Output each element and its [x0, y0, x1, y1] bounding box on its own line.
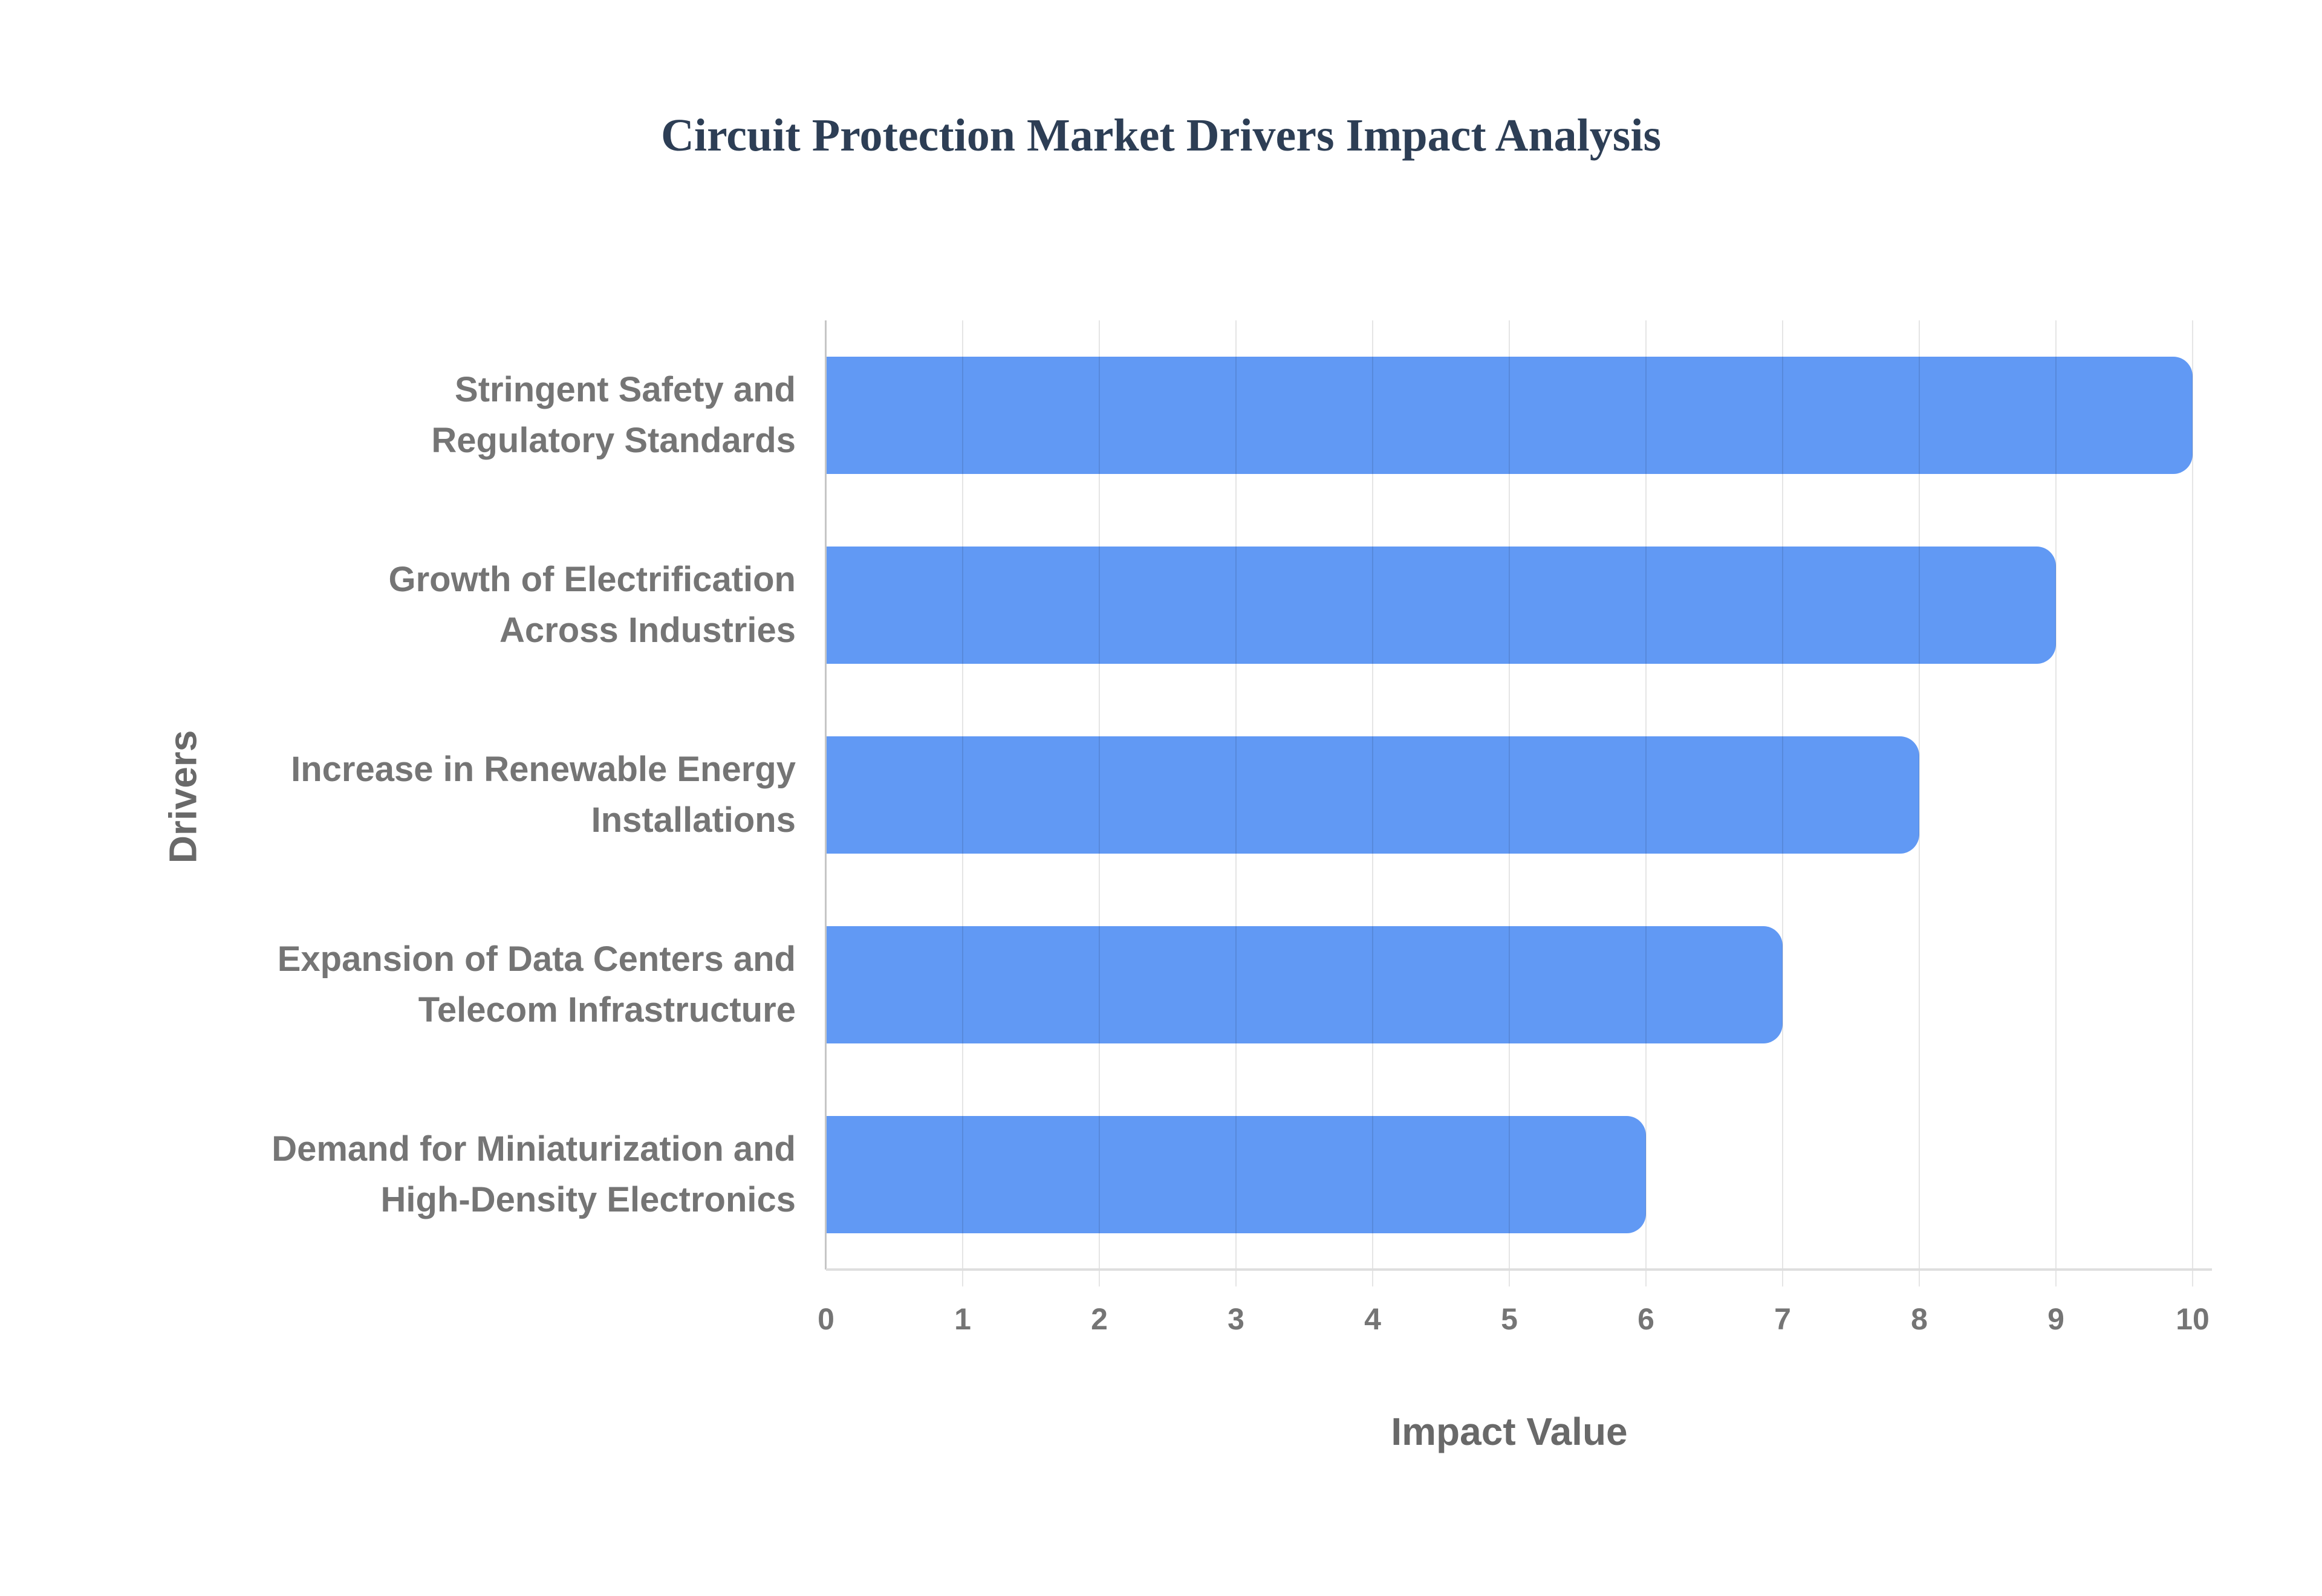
category-label-stringent-safety-and-regulatory-standards: Stringent Safety and Regulatory Standard…	[431, 370, 796, 460]
x-tick-label-1: 1	[954, 1302, 971, 1336]
x-tick-label-3: 3	[1228, 1302, 1244, 1336]
gridline-8	[1919, 320, 1920, 1286]
x-tick-label-9: 9	[2047, 1302, 2064, 1336]
gridline-3	[1235, 320, 1237, 1286]
bar-stringent-safety-and-regulatory-standards[interactable]	[826, 357, 2193, 474]
category-label-growth-of-electrification-across-industries: Growth of Electrification Across Industr…	[388, 560, 796, 650]
x-tick-label-10: 10	[2176, 1302, 2210, 1336]
x-tick-label-2: 2	[1091, 1302, 1108, 1336]
x-tick-label-7: 7	[1774, 1302, 1791, 1336]
bar-growth-of-electrification-across-industries[interactable]	[826, 547, 2056, 664]
chart-title: Circuit Protection Market Drivers Impact…	[660, 110, 1662, 161]
plot-area	[825, 320, 2212, 1286]
bar-increase-in-renewable-energy-installations[interactable]	[826, 736, 1919, 854]
category-label-expansion-of-data-centers-and-telecom-infrastructure: Expansion of Data Centers and Telecom In…	[277, 939, 796, 1030]
gridline-9	[2055, 320, 2057, 1286]
gridline-5	[1509, 320, 1510, 1286]
category-label-demand-for-miniaturization-and-high-density-electronics: Demand for Miniaturization and High-Dens…	[272, 1129, 796, 1219]
category-label-increase-in-renewable-energy-installations: Increase in Renewable Energy Installatio…	[291, 750, 796, 840]
bar-demand-for-miniaturization-and-high-density-electronics[interactable]	[826, 1116, 1646, 1233]
x-tick-label-0: 0	[818, 1302, 834, 1336]
y-axis-title-text: Drivers	[161, 730, 204, 864]
gridline-6	[1645, 320, 1647, 1286]
x-axis-line	[826, 1268, 2212, 1271]
x-tick-label-6: 6	[1637, 1302, 1654, 1336]
x-tick-label-8: 8	[1911, 1302, 1928, 1336]
gridline-10	[2192, 320, 2193, 1286]
gridline-2	[1099, 320, 1100, 1286]
x-axis-title: Impact Value	[1391, 1410, 1628, 1453]
gridline-4	[1372, 320, 1373, 1286]
x-tick-label-5: 5	[1501, 1302, 1518, 1336]
gridline-7	[1782, 320, 1783, 1286]
y-axis-line	[825, 320, 827, 1270]
x-tick-label-4: 4	[1364, 1302, 1381, 1336]
bar-expansion-of-data-centers-and-telecom-infrastructure[interactable]	[826, 926, 1783, 1043]
gridline-1	[962, 320, 963, 1286]
